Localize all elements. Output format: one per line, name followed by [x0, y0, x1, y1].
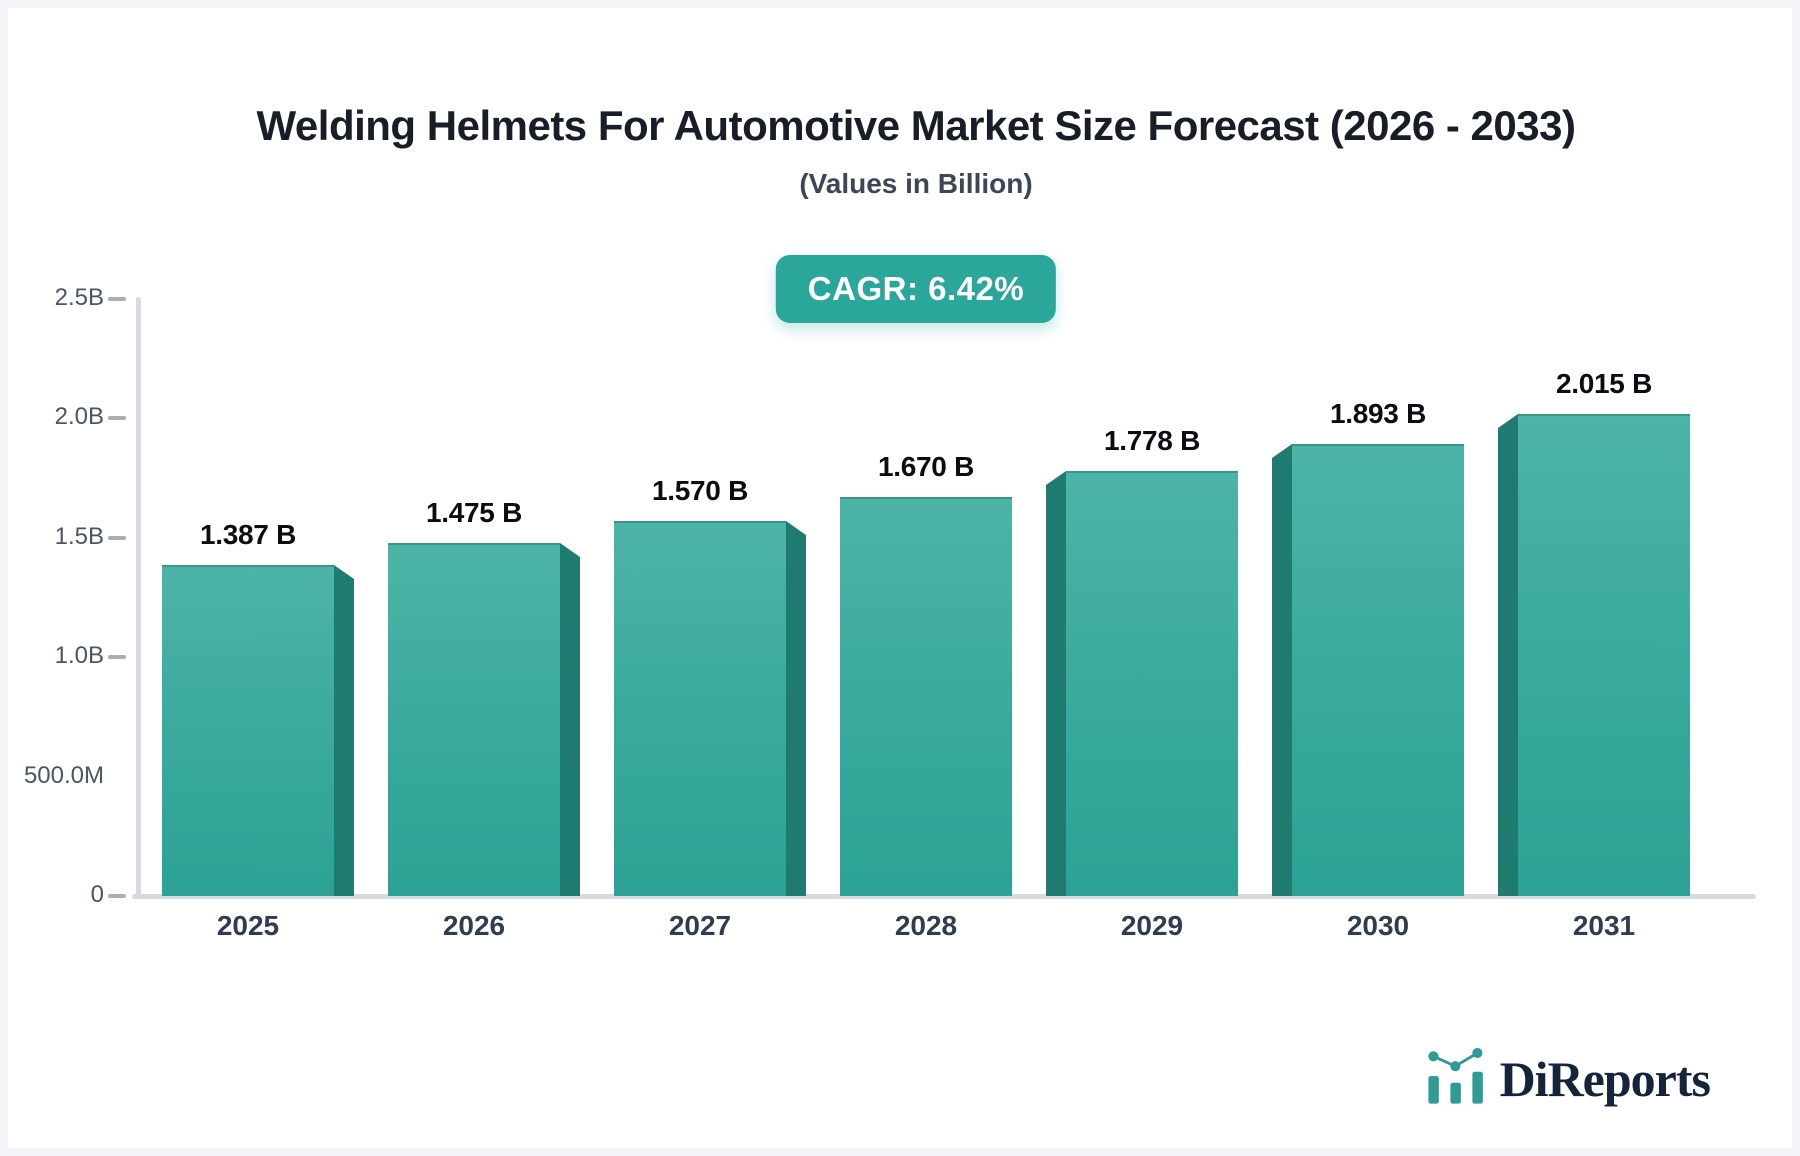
- y-axis-tick: [108, 416, 126, 420]
- bar-value-label: 1.778 B: [1104, 425, 1200, 456]
- bar-value-label: 1.387 B: [200, 519, 296, 550]
- bar-2025: [162, 565, 334, 896]
- x-axis-label: 2029: [1120, 910, 1184, 941]
- page-title: Welding Helmets For Automotive Market Si…: [256, 102, 1576, 149]
- x-axis-label: 2028: [894, 910, 958, 941]
- x-axis-baseline: [132, 894, 1756, 899]
- x-axis-label: 2027: [668, 910, 732, 941]
- bar-side-2031: [1498, 414, 1518, 896]
- bar-side-2029: [1046, 471, 1066, 896]
- x-axis-label: 2031: [1572, 910, 1636, 941]
- y-axis-tick-label: 1.0B: [54, 642, 104, 669]
- bar-value-label: 1.670 B: [878, 451, 974, 482]
- bar-chart-logo-icon: [1427, 1047, 1483, 1104]
- logo-text: DiReports: [1499, 1051, 1711, 1107]
- bar-2029: [1066, 471, 1238, 896]
- chart-card: Welding Helmets For Automotive Market Si…: [8, 8, 1792, 1148]
- y-axis-tick: [108, 296, 126, 301]
- y-axis-tick-label: 0: [90, 881, 104, 908]
- bar-side-2025: [334, 565, 354, 896]
- y-axis-tick: [108, 894, 126, 898]
- y-axis-line: [136, 296, 141, 899]
- x-axis-label: 2025: [216, 910, 280, 941]
- bar-2026: [388, 543, 560, 896]
- y-axis-tick-label: 2.0B: [54, 403, 104, 430]
- bar-value-label: 1.475 B: [426, 497, 522, 528]
- y-axis-tick: [108, 655, 126, 659]
- x-axis-label: 2030: [1346, 910, 1410, 941]
- bar-2027: [614, 521, 786, 896]
- page-subtitle: (Values in Billion): [799, 168, 1033, 199]
- bar-2028: [840, 497, 1012, 896]
- bar-side-2027: [786, 521, 806, 896]
- y-axis-tick-label: 500.0M: [23, 761, 104, 789]
- bar-side-2030: [1272, 444, 1292, 896]
- cagr-badge: CAGR: 6.42%: [775, 255, 1057, 323]
- direports-logo: DiReports: [1424, 1046, 1711, 1107]
- bar-side-2026: [560, 543, 580, 896]
- y-axis-tick: [108, 535, 126, 540]
- y-axis-tick-label: 2.5B: [54, 283, 104, 311]
- y-axis-tick-label: 1.5B: [54, 522, 104, 550]
- x-axis-label: 2026: [442, 910, 506, 941]
- bar-value-label: 1.570 B: [652, 475, 748, 506]
- bar-value-label: 2.015 B: [1556, 368, 1652, 399]
- bar-value-label: 1.893 B: [1330, 398, 1426, 429]
- bar-2030: [1292, 444, 1464, 896]
- bar-2031: [1518, 414, 1690, 896]
